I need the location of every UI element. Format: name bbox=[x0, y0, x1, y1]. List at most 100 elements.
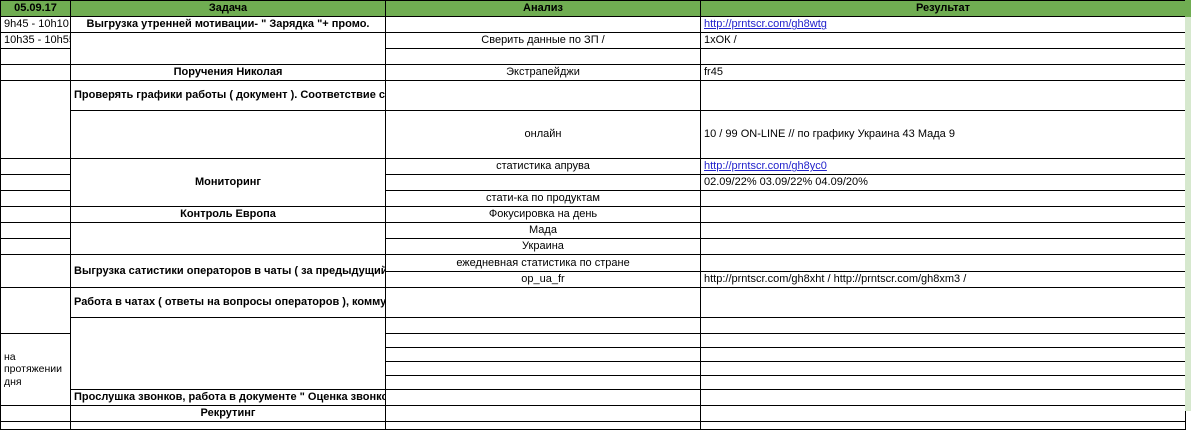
right-edge-header-strip bbox=[1185, 0, 1191, 17]
table-row bbox=[0, 421, 1186, 430]
time-empty-8 bbox=[0, 222, 71, 239]
result-empty-1 bbox=[700, 48, 1186, 65]
table-row: Работа в чатах ( ответы на вопросы опера… bbox=[0, 287, 1186, 334]
result-empty-8 bbox=[700, 287, 1186, 318]
result-fr45: fr45 bbox=[700, 64, 1186, 81]
time-all-day-label: на протяжении дня bbox=[4, 350, 63, 388]
analysis-empty-1 bbox=[385, 16, 701, 33]
analysis-empty-3 bbox=[385, 80, 701, 111]
analysis-empty-10 bbox=[385, 375, 701, 390]
time-empty-12 bbox=[0, 405, 71, 422]
result-screenshot-link-2[interactable]: http://prntscr.com/gh8yc0 bbox=[700, 158, 1186, 175]
result-empty-5 bbox=[700, 222, 1186, 239]
result-empty-3 bbox=[700, 190, 1186, 207]
result-empty-2 bbox=[700, 80, 1186, 111]
analysis-empty-2 bbox=[385, 48, 701, 65]
result-online-stats: 10 / 99 ON-LINE // по графику Украина 43… bbox=[700, 110, 1186, 159]
analysis-empty-6 bbox=[385, 317, 701, 334]
table-row: Мада bbox=[0, 222, 1186, 255]
analysis-op-ua-fr: op_ua_fr bbox=[385, 271, 701, 288]
result-empty-6 bbox=[700, 238, 1186, 255]
analysis-daily-country-stats: ежедневная статистика по стране bbox=[385, 254, 701, 272]
task-control-europe: Контроль Европа bbox=[70, 206, 386, 223]
time-all-day: на протяжении дня bbox=[0, 333, 71, 406]
result-1xok: 1хОК / bbox=[700, 32, 1186, 49]
analysis-product-stats: стати-ка по продуктам bbox=[385, 190, 701, 207]
analysis-approve-stats: статистика апрува bbox=[385, 158, 701, 175]
task-recruiting: Рекрутинг bbox=[70, 405, 386, 422]
analysis-ukraine: Украина bbox=[385, 238, 701, 255]
result-empty-9 bbox=[700, 317, 1186, 334]
header-result: Результат bbox=[700, 0, 1186, 17]
time-empty-6 bbox=[0, 190, 71, 207]
table-row bbox=[1, 317, 1186, 390]
table-row: Прослушка звонков, работа в документе " … bbox=[1, 389, 1186, 406]
table-row: 9h45 - 10h10 Выгрузка утренней мотивации… bbox=[0, 16, 1186, 33]
table-row: op_ua_fr http://prntscr.com/gh8xht / htt… bbox=[1, 271, 1186, 288]
time-empty-11 bbox=[0, 287, 71, 334]
time-empty-1 bbox=[0, 48, 71, 65]
table-row: онлайн 10 / 99 ON-LINE // по графику Укр… bbox=[1, 110, 1186, 159]
table-row: Поручения Николая Экстрапейджи fr45 bbox=[0, 64, 1186, 81]
time-empty-10 bbox=[0, 254, 71, 288]
result-daily-percents: 02.09/22% 03.09/22% 04.09/20% bbox=[700, 174, 1186, 191]
analysis-empty-8 bbox=[385, 347, 701, 362]
analysis-empty-4 bbox=[385, 174, 701, 191]
prntscr-link-1[interactable]: http://prntscr.com/gh8wtg bbox=[704, 18, 827, 31]
time-empty-13 bbox=[0, 421, 71, 430]
task-monitoring: Мониторинг bbox=[70, 158, 386, 207]
result-empty-13 bbox=[700, 375, 1186, 390]
result-screenshot-link-1[interactable]: http://prntscr.com/gh8wtg bbox=[700, 16, 1186, 33]
result-empty-4 bbox=[700, 206, 1186, 223]
analysis-online: онлайн bbox=[385, 110, 701, 159]
table-row: Мониторинг статистика апрува http://prnt… bbox=[0, 158, 1186, 207]
time-empty-5 bbox=[0, 174, 71, 191]
analysis-empty-9 bbox=[385, 361, 701, 376]
time-empty-9 bbox=[0, 238, 71, 255]
table-row: Выгрузка сатистики операторов в чаты ( з… bbox=[0, 254, 1186, 288]
analysis-focus-day: Фокусировка на день bbox=[385, 206, 701, 223]
result-empty-14 bbox=[700, 389, 1186, 406]
task-chat-work: Работа в чатах ( ответы на вопросы опера… bbox=[70, 287, 386, 318]
task-morning-motivation: Выгрузка утренней мотивации- " Зарядка "… bbox=[70, 16, 386, 33]
result-empty-15 bbox=[700, 405, 1186, 422]
task-export-operator-stats: Выгрузка сатистики операторов в чаты ( з… bbox=[70, 254, 386, 288]
table-row: Контроль Европа Фокусировка на день bbox=[0, 206, 1186, 223]
time-slot-1: 9h45 - 10h10 bbox=[0, 16, 71, 33]
header-task: Задача bbox=[70, 0, 386, 17]
result-empty-12 bbox=[700, 361, 1186, 376]
header-date: 05.09.17 bbox=[0, 0, 71, 17]
result-links-pair: http://prntscr.com/gh8xht / http://prnts… bbox=[700, 271, 1186, 288]
analysis-empty-13 bbox=[385, 421, 701, 430]
task-empty-2 bbox=[70, 110, 386, 159]
time-empty-7 bbox=[0, 206, 71, 223]
table-row bbox=[0, 48, 1186, 65]
table-row: на протяжении дня bbox=[0, 333, 1186, 406]
analysis-mada: Мада bbox=[385, 222, 701, 239]
analysis-sverit-zp: Сверить данные по ЗП / bbox=[385, 32, 701, 49]
result-empty-7 bbox=[700, 254, 1186, 272]
analysis-empty-12 bbox=[385, 405, 701, 422]
result-empty-10 bbox=[700, 333, 1186, 348]
table-row: 10h35 - 10h55 Сверить данные по ЗП / 1хО… bbox=[0, 32, 1186, 65]
table-header-row: 05.09.17 Задача Анализ Результат bbox=[0, 0, 1186, 17]
time-empty-2 bbox=[0, 64, 71, 81]
prntscr-link-2[interactable]: http://prntscr.com/gh8yc0 bbox=[704, 160, 827, 173]
table-row: Рекрутинг bbox=[0, 405, 1186, 422]
right-edge-strip bbox=[1185, 0, 1191, 411]
table-row: стати-ка по продуктам bbox=[0, 190, 1186, 207]
table-row bbox=[1, 375, 1186, 390]
task-empty-3 bbox=[70, 222, 386, 255]
time-empty-3 bbox=[0, 80, 71, 159]
task-empty-1 bbox=[70, 32, 386, 65]
analysis-empty-11 bbox=[385, 389, 701, 406]
time-slot-2: 10h35 - 10h55 bbox=[0, 32, 71, 49]
analysis-empty-5 bbox=[385, 287, 701, 318]
table-row: Проверять графики работы ( документ ). С… bbox=[0, 80, 1186, 159]
analysis-extrapages: Экстрапейджи bbox=[385, 64, 701, 81]
task-empty-5 bbox=[70, 421, 386, 430]
task-check-schedules: Проверять графики работы ( документ ). С… bbox=[70, 80, 386, 111]
task-empty-4 bbox=[70, 317, 386, 390]
